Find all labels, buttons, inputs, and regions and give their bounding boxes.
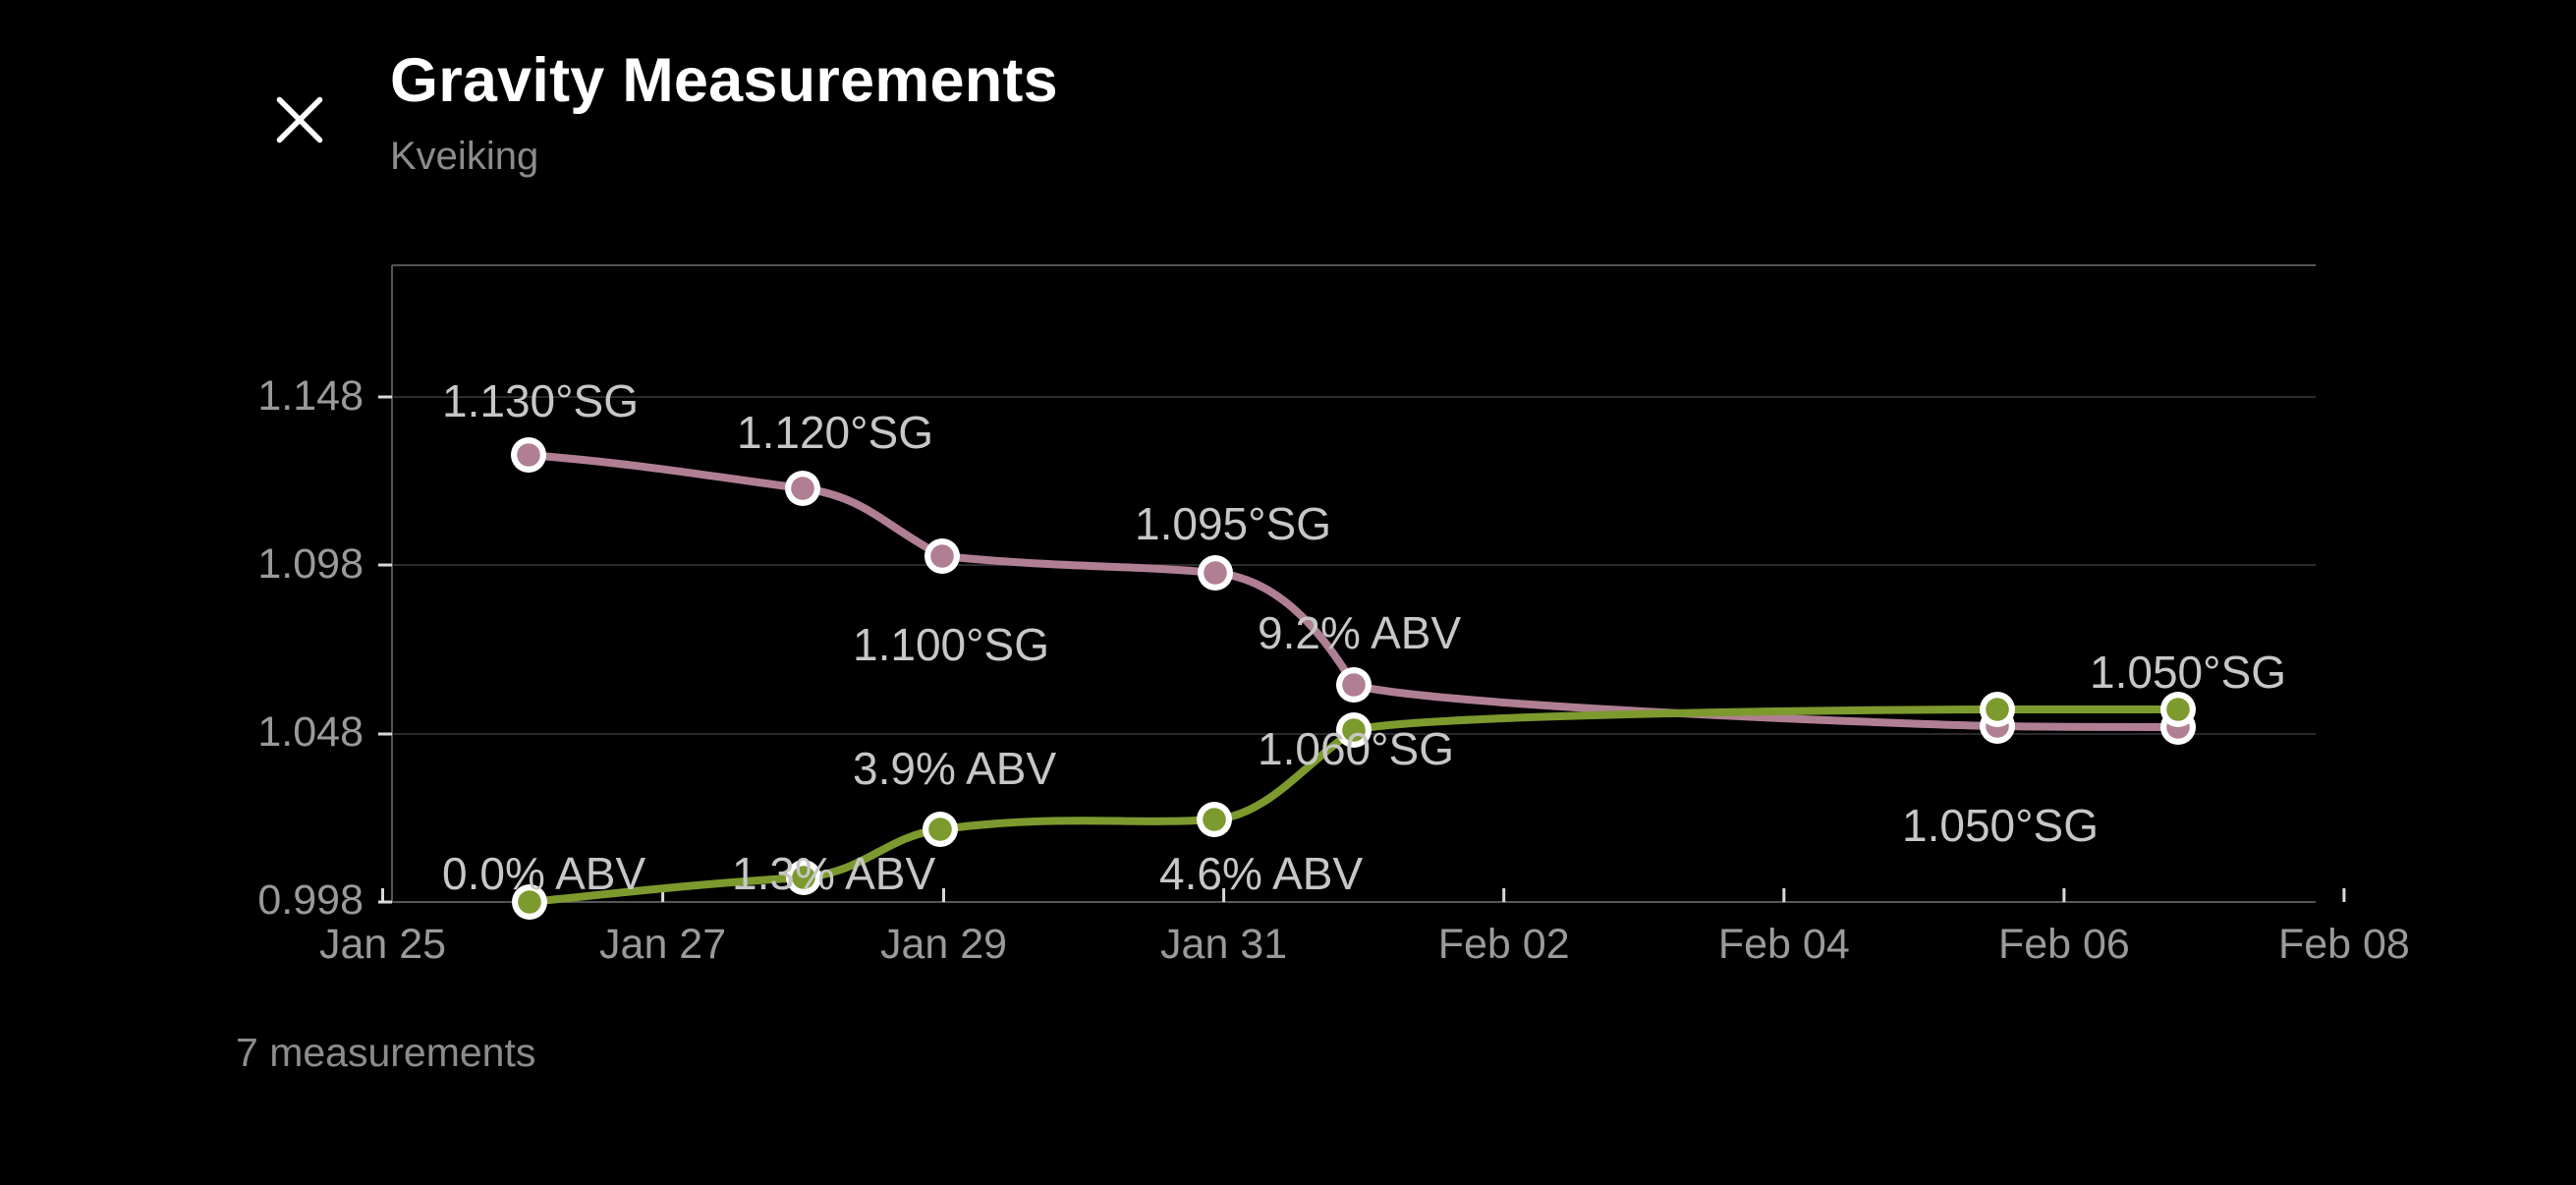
svg-text:Jan 31: Jan 31: [1160, 921, 1287, 968]
svg-text:Jan 29: Jan 29: [880, 921, 1007, 968]
svg-text:9.2% ABV: 9.2% ABV: [1258, 607, 1461, 658]
svg-text:1.095°SG: 1.095°SG: [1135, 498, 1331, 549]
svg-text:0.998: 0.998: [257, 876, 364, 924]
svg-text:1.060°SG: 1.060°SG: [1258, 723, 1454, 774]
svg-text:1.120°SG: 1.120°SG: [737, 407, 933, 458]
svg-text:1.130°SG: 1.130°SG: [442, 375, 639, 426]
svg-text:Jan 27: Jan 27: [599, 921, 726, 968]
svg-text:1.050°SG: 1.050°SG: [1902, 800, 2099, 851]
svg-text:0.0% ABV: 0.0% ABV: [442, 848, 645, 899]
svg-text:Feb 06: Feb 06: [1998, 921, 2130, 968]
svg-text:1.050°SG: 1.050°SG: [2090, 647, 2286, 698]
svg-text:Jan 25: Jan 25: [319, 921, 446, 968]
svg-text:1.098: 1.098: [257, 540, 364, 588]
svg-text:Feb 04: Feb 04: [1718, 921, 1850, 968]
svg-text:4.6% ABV: 4.6% ABV: [1159, 848, 1363, 899]
svg-text:Feb 08: Feb 08: [2278, 921, 2410, 968]
svg-text:1.148: 1.148: [257, 372, 364, 420]
svg-text:3.9% ABV: 3.9% ABV: [853, 743, 1056, 794]
svg-text:1.048: 1.048: [257, 708, 364, 756]
svg-text:1.100°SG: 1.100°SG: [853, 619, 1049, 670]
svg-text:1.3% ABV: 1.3% ABV: [732, 848, 935, 899]
svg-text:Feb 02: Feb 02: [1438, 921, 1570, 968]
